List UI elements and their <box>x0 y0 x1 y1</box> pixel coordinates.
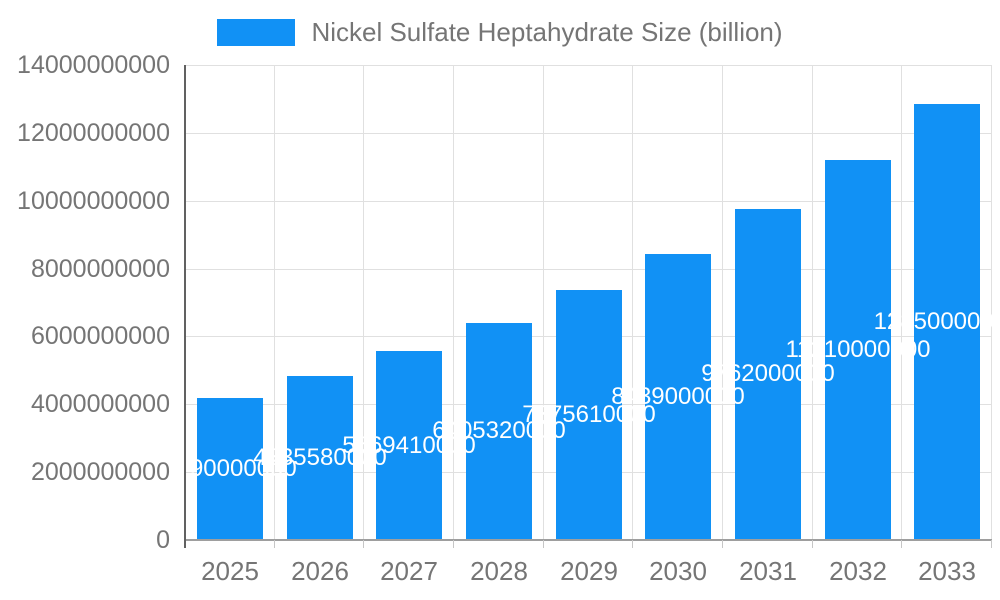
y-tick-label: 4000000000 <box>30 390 170 418</box>
axis-tick <box>632 540 633 548</box>
bar-value-label: 8439000000 <box>611 383 745 410</box>
axis-tick <box>722 540 723 548</box>
y-tick-label: 14000000000 <box>17 51 170 79</box>
y-tick-label: 8000000000 <box>30 255 170 283</box>
y-gridline <box>185 201 992 202</box>
legend: Nickel Sulfate Heptahydrate Size (billio… <box>0 16 1000 48</box>
legend-swatch <box>217 18 296 46</box>
bar-2031 <box>735 209 801 540</box>
x-tick-label-2028: 2028 <box>470 556 528 586</box>
x-gridline <box>991 65 992 540</box>
bar-2025 <box>197 398 263 540</box>
y-tick-label: 6000000000 <box>30 322 170 350</box>
bar-2032 <box>825 160 891 540</box>
axis-tick <box>812 540 813 548</box>
y-tick-label: 0 <box>156 526 170 554</box>
bar-value-label: 4190000000 <box>185 455 297 482</box>
x-tick-label-2027: 2027 <box>380 556 438 586</box>
y-gridline <box>185 133 992 134</box>
y-tick-label: 2000000000 <box>30 458 170 486</box>
x-tick-label-2032: 2032 <box>829 556 887 586</box>
x-gridline <box>453 65 454 540</box>
x-tick-label-2030: 2030 <box>649 556 707 586</box>
bar-2028 <box>466 323 532 540</box>
bar-value-label: 5569410000 <box>342 432 476 459</box>
x-gridline <box>722 65 723 540</box>
plot-area: 4190000000483558000055694100006405320000… <box>185 65 992 540</box>
axis-tick <box>363 540 364 548</box>
y-tick-label: 12000000000 <box>17 119 170 147</box>
x-gridline <box>363 65 364 540</box>
axis-tick <box>274 540 275 548</box>
axis-tick <box>543 540 544 548</box>
bar-value-label: 9762000000 <box>701 360 835 387</box>
axis-tick <box>991 540 992 548</box>
x-tick-label-2025: 2025 <box>201 556 259 586</box>
bar-2029 <box>556 290 622 540</box>
axis-tick <box>901 540 902 548</box>
x-tick-label-2029: 2029 <box>560 556 618 586</box>
bar-value-label: 4835580000 <box>253 444 387 471</box>
y-tick-label: 10000000000 <box>17 187 170 215</box>
axis-tick <box>453 540 454 548</box>
y-gridline <box>185 65 992 66</box>
x-tick-label-2033: 2033 <box>918 556 976 586</box>
bar-value-label: 12850000000 <box>873 308 992 335</box>
bar-2026 <box>287 376 353 540</box>
y-gridline <box>185 269 992 270</box>
x-gridline <box>632 65 633 540</box>
x-gridline <box>812 65 813 540</box>
x-gridline <box>901 65 902 540</box>
bar-2033 <box>914 104 980 540</box>
bar-value-label: 7375610000 <box>522 401 656 428</box>
x-gridline <box>274 65 275 540</box>
bar-value-label: 6405320000 <box>432 417 566 444</box>
bar-2027 <box>376 351 442 540</box>
bar-2030 <box>645 254 711 540</box>
x-gridline <box>543 65 544 540</box>
x-axis-line <box>184 539 992 541</box>
x-tick-label-2031: 2031 <box>739 556 797 586</box>
bar-value-label: 11210000000 <box>785 336 931 363</box>
y-axis-line <box>184 65 186 548</box>
x-tick-label-2026: 2026 <box>291 556 349 586</box>
legend-label: Nickel Sulfate Heptahydrate Size (billio… <box>311 16 783 47</box>
